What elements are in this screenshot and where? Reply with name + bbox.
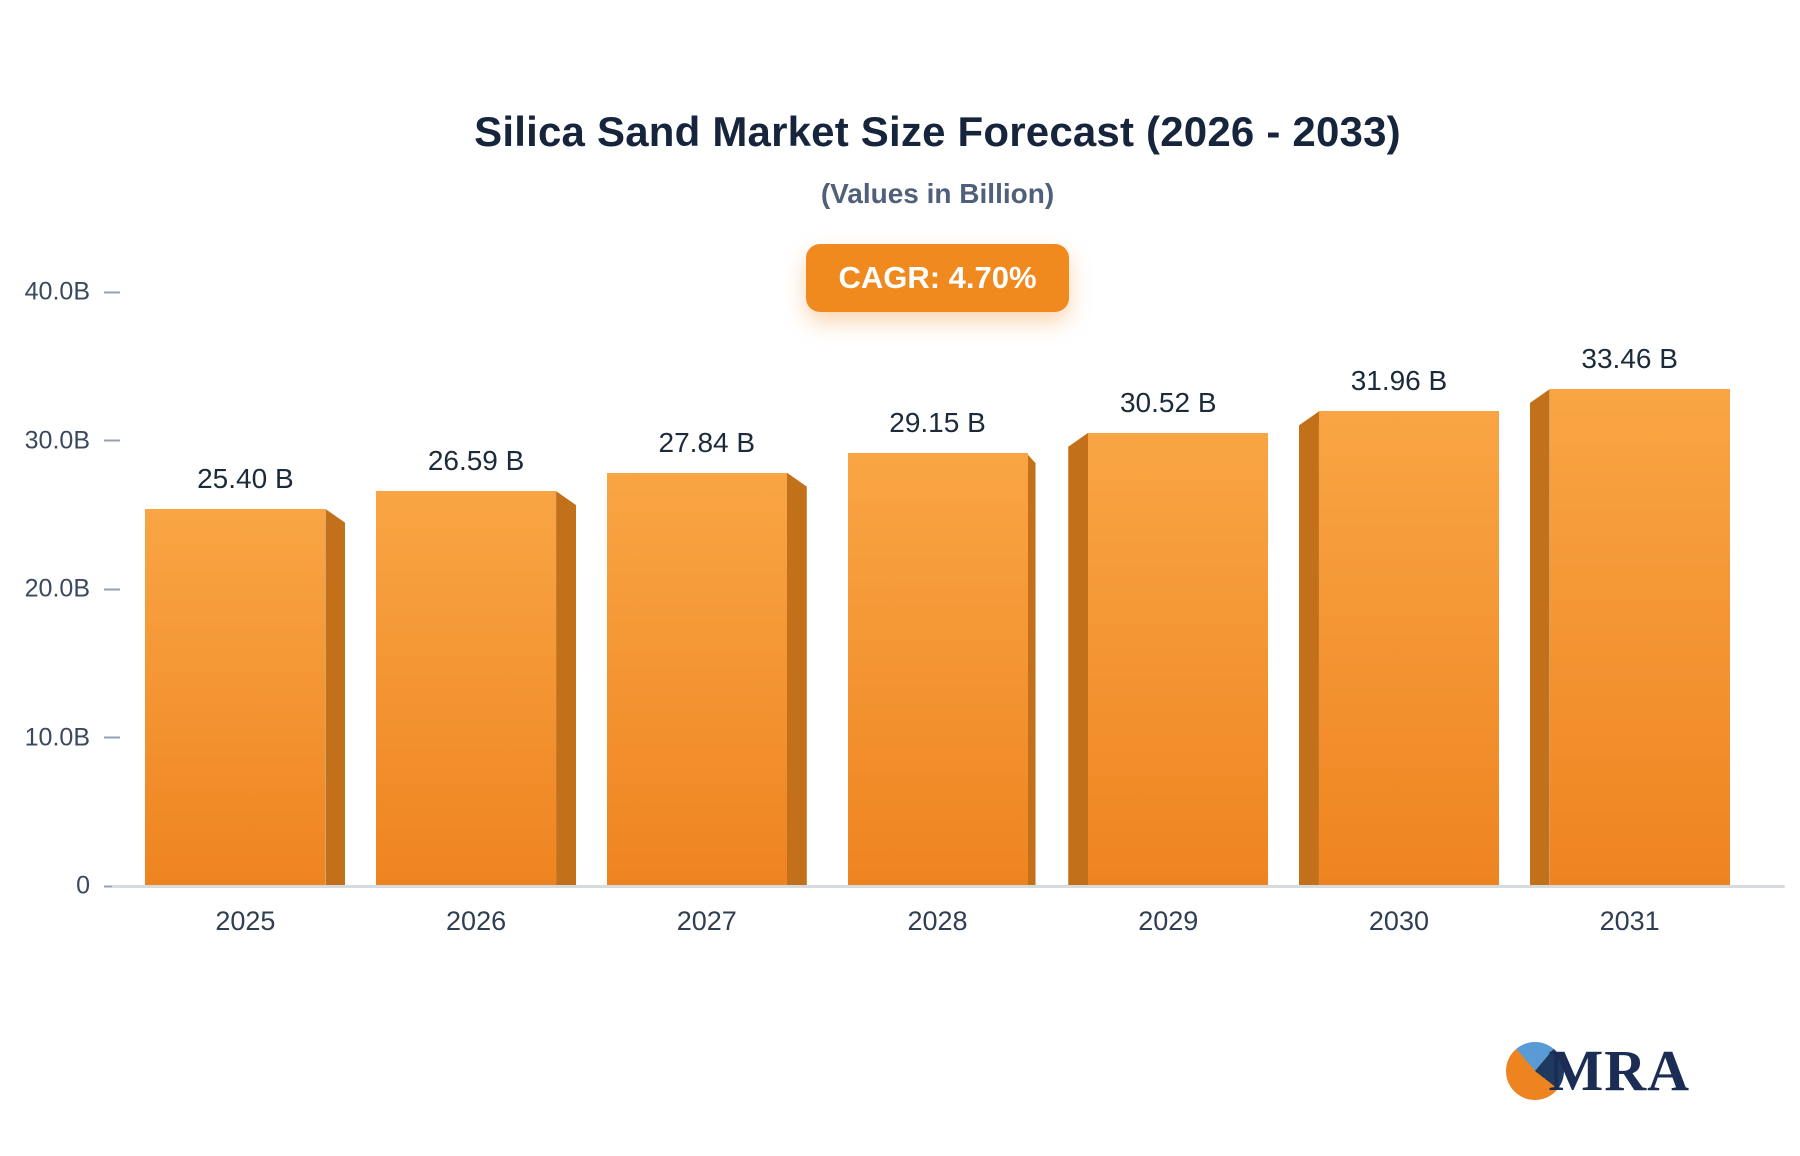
bar — [376, 491, 577, 886]
bar-value-label: 29.15 B — [889, 407, 986, 439]
x-axis-label: 2029 — [1138, 906, 1199, 936]
x-axis-label: 2026 — [446, 906, 507, 936]
y-tick-label: 30.0B — [24, 426, 90, 454]
y-tick-label: 40.0B — [24, 277, 90, 306]
bar-face — [145, 508, 326, 886]
bar-side-face — [786, 472, 807, 886]
bar — [838, 453, 1038, 886]
x-axis-label: 2030 — [1368, 906, 1429, 936]
y-tick-label: 0 — [76, 871, 90, 900]
x-axis-label: 2028 — [907, 906, 968, 936]
bar-group: 29.15 B 2028 — [822, 292, 1053, 936]
y-tick-mark-icon — [104, 736, 120, 739]
x-axis-label: 2031 — [1599, 906, 1660, 936]
y-tick-label: 20.0B — [24, 574, 90, 603]
logo-text: MRA — [1548, 1038, 1690, 1103]
y-tick: 10.0B — [0, 723, 120, 752]
bar-face — [1318, 411, 1499, 886]
y-tick: 40.0B — [0, 278, 120, 307]
x-axis-label: 2027 — [676, 906, 737, 936]
logo: MRA — [1506, 1037, 1690, 1104]
bar-group: 30.52 B 2029 — [1053, 292, 1284, 936]
bar-value-label: 33.46 B — [1581, 343, 1678, 375]
bars-container: 25.40 B 2025 26.59 B 2026 27.84 B 2027 29.15 B… — [130, 292, 1745, 936]
bar-face — [1549, 389, 1730, 886]
y-tick-mark-icon — [104, 588, 120, 590]
bar — [1298, 411, 1499, 886]
bar — [145, 508, 346, 886]
bar-side-face — [556, 491, 577, 886]
bar-value-label: 31.96 B — [1350, 365, 1448, 397]
chart-title: Silica Sand Market Size Forecast (2026 -… — [474, 108, 1401, 155]
chart-header: Silica Sand Market Size Forecast (2026 -… — [130, 108, 1745, 312]
bar-face — [1088, 432, 1269, 886]
y-tick-label: 10.0B — [24, 723, 90, 751]
bar-group: 27.84 B 2027 — [591, 292, 822, 936]
bar-side-face — [1068, 432, 1089, 886]
y-tick: 0 — [0, 872, 120, 901]
bar-group: 33.46 B 2031 — [1514, 292, 1745, 936]
bar — [1529, 389, 1730, 886]
bar-side-face — [325, 508, 346, 886]
bar-side-face — [1026, 453, 1036, 886]
bar-group: 31.96 B 2030 — [1284, 292, 1515, 936]
bar-face — [376, 491, 557, 886]
bar-value-label: 30.52 B — [1119, 386, 1217, 418]
bar-value-label: 25.40 B — [197, 462, 294, 494]
bar-value-label: 27.84 B — [658, 426, 756, 458]
bar-value-label: 26.59 B — [427, 445, 525, 477]
plot-area: 0 10.0B 20.0B 30.0B 40.0B 25.40 B 2025 26.59 B… — [25, 278, 1785, 936]
bar-group: 25.40 B 2025 — [130, 292, 361, 936]
bar-side-face — [1298, 411, 1319, 886]
x-axis-line — [112, 885, 1785, 888]
x-axis-label: 2025 — [215, 906, 276, 936]
bar — [1068, 432, 1269, 886]
bar-face — [606, 472, 787, 886]
y-tick: 30.0B — [0, 426, 120, 455]
bar-face — [847, 453, 1028, 886]
bar — [606, 472, 807, 886]
bar-group: 26.59 B 2026 — [361, 292, 592, 936]
y-tick-mark-icon — [104, 439, 120, 442]
cagr-badge: CAGR: 4.70% — [806, 244, 1069, 312]
y-tick: 20.0B — [0, 575, 120, 604]
logo-pie-icon — [1506, 1041, 1565, 1100]
y-tick-mark-icon — [104, 291, 120, 293]
bar-side-face — [1529, 389, 1550, 886]
chart-subtitle: (Values in Billion) — [820, 178, 1055, 209]
